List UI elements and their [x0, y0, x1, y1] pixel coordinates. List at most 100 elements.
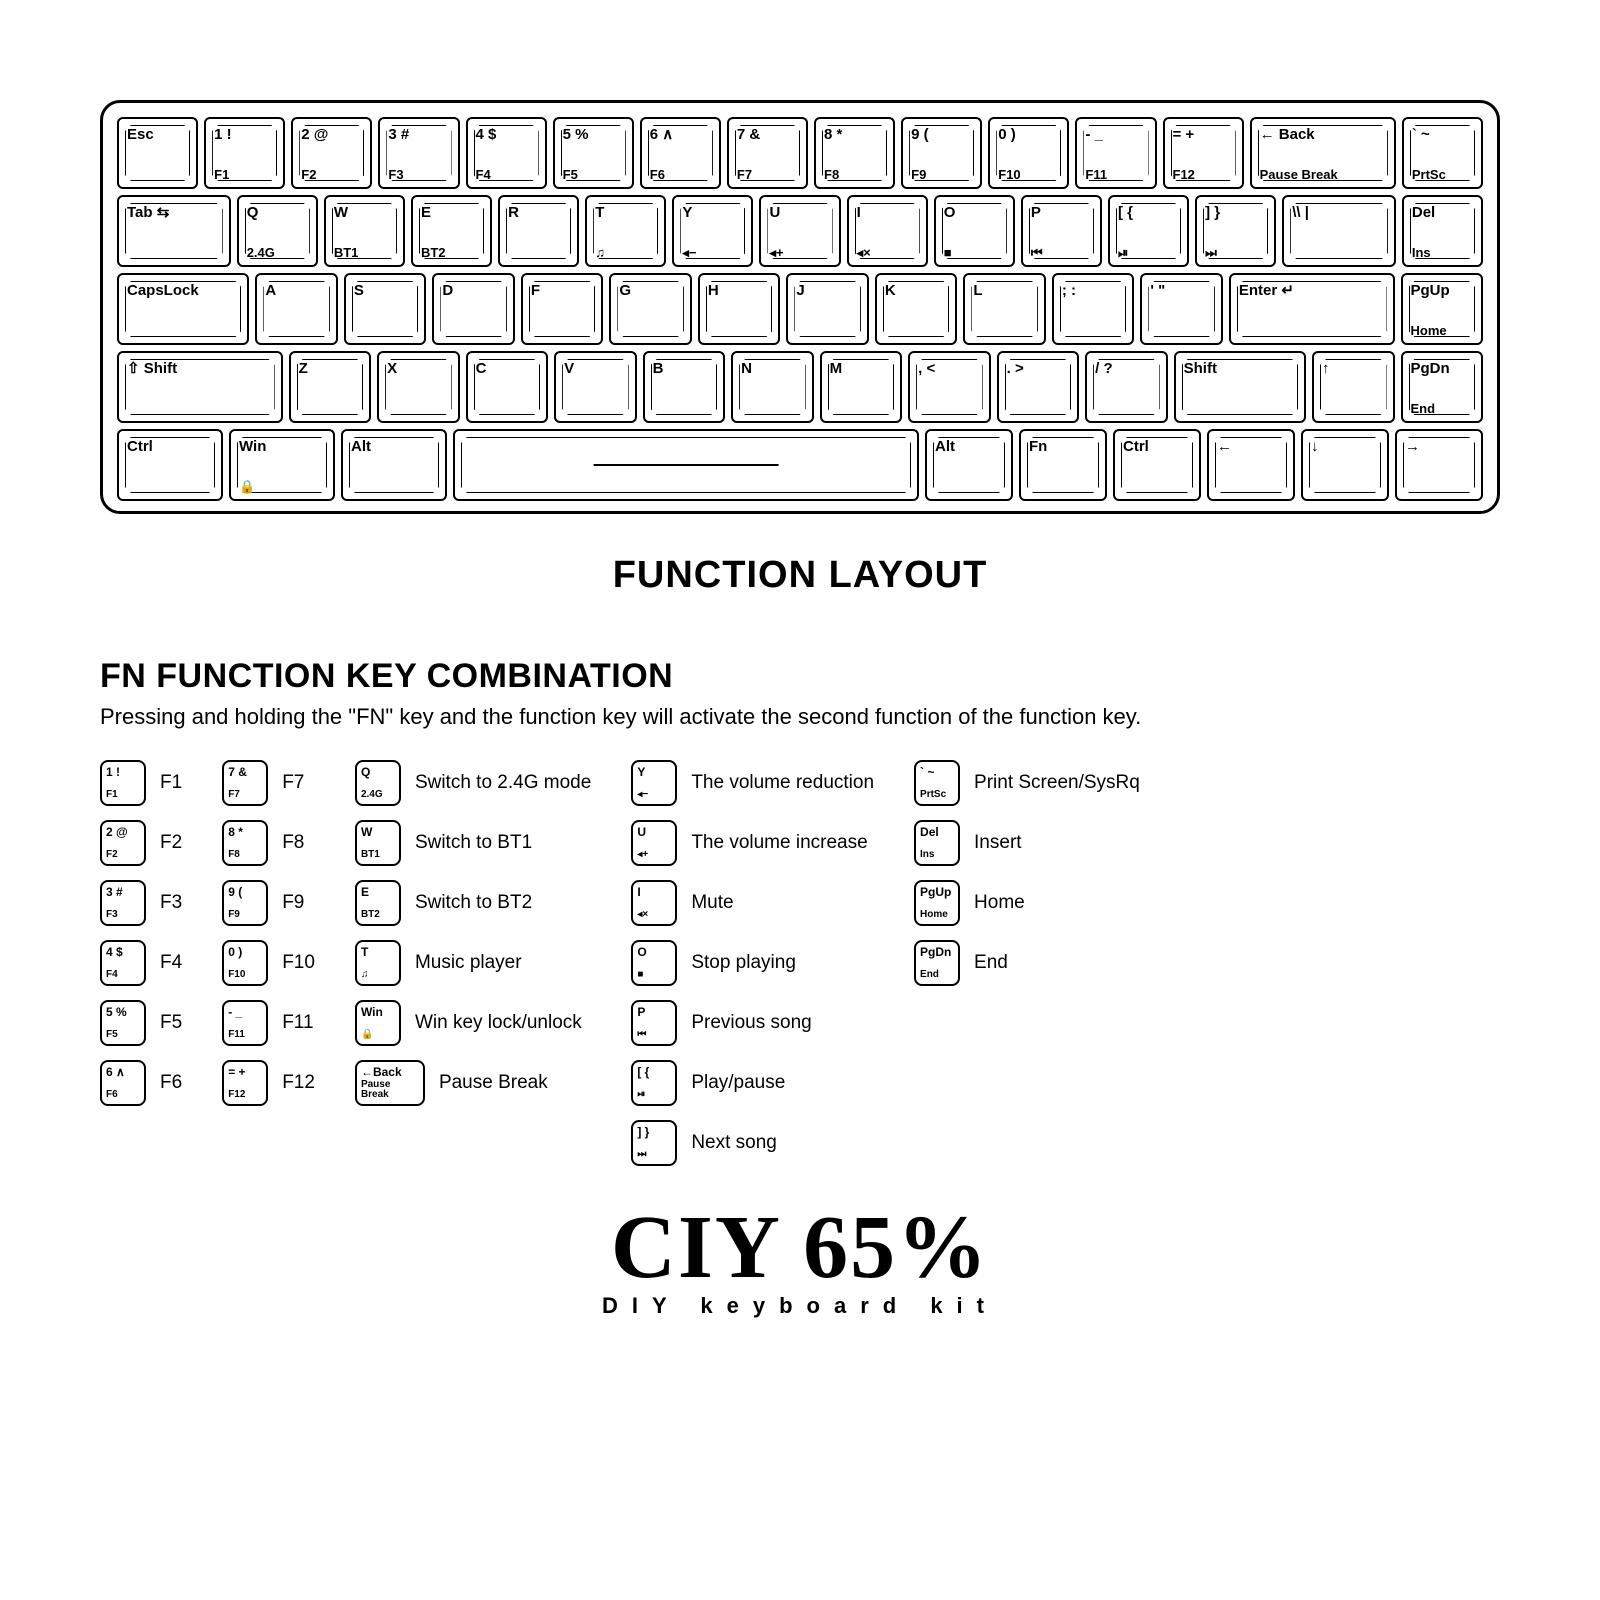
key: WBT1: [324, 195, 405, 267]
key-top-label: [461, 437, 911, 439]
mini-key-top: ` ~: [920, 766, 954, 778]
fn-item: 7 &F7F7: [222, 760, 315, 806]
mini-key-bot: F9: [228, 910, 262, 920]
key-bottom-label: [971, 337, 1038, 339]
key: [453, 429, 919, 501]
key: K: [875, 273, 958, 345]
fn-grid: 1 !F1F12 @F2F23 #F3F34 $F4F45 %F5F56 ∧F6…: [100, 760, 1500, 1166]
fn-label: Music player: [415, 952, 522, 974]
key-bottom-label: 🔒: [237, 480, 327, 495]
fn-label: F8: [282, 832, 304, 854]
mini-key-bot: F10: [228, 970, 262, 980]
key-top-label: F: [529, 281, 596, 298]
key: 5 %F5: [553, 117, 634, 189]
mini-key-top: O: [637, 946, 671, 958]
key: 7 &F7: [727, 117, 808, 189]
mini-key: 2 @F2: [100, 820, 146, 866]
mini-key: Q2.4G: [355, 760, 401, 806]
key-bottom-label: [1005, 415, 1072, 417]
key: F: [521, 273, 604, 345]
key: J: [786, 273, 869, 345]
key-bottom-label: [461, 493, 911, 495]
key: Esc: [117, 117, 198, 189]
fn-column: 1 !F1F12 @F2F23 #F3F34 $F4F45 %F5F56 ∧F6…: [100, 760, 182, 1106]
key: Ctrl: [1113, 429, 1201, 501]
key-bottom-label: [883, 337, 950, 339]
key: ↓: [1301, 429, 1389, 501]
key: 4 $F4: [466, 117, 547, 189]
fn-item: - _F11F11: [222, 1000, 315, 1046]
key-bottom-label: [1237, 337, 1387, 339]
mini-key-bot: F12: [228, 1090, 262, 1100]
fn-item: [ {⏯Play/pause: [631, 1060, 874, 1106]
keyboard-row: Tab ⇆Q2.4GWBT1EBT2RT♫Y◂−U◂+I◂×O■P⏮[ {⏯] …: [117, 195, 1483, 267]
key: \\ |: [1282, 195, 1396, 267]
key-bottom-label: End: [1409, 402, 1476, 417]
key-top-label: Q: [245, 203, 310, 220]
mini-key-top: I: [637, 886, 671, 898]
key: 8 *F8: [814, 117, 895, 189]
mini-key-top: E: [361, 886, 395, 898]
fn-column: Y◂−The volume reductionU◂+The volume inc…: [631, 760, 874, 1166]
key: R: [498, 195, 579, 267]
fn-label: Stop playing: [691, 952, 796, 974]
mini-key: DelIns: [914, 820, 960, 866]
mini-key: 5 %F5: [100, 1000, 146, 1046]
key-bottom-label: [706, 337, 773, 339]
mini-key-bot: End: [920, 970, 954, 980]
mini-key: WBT1: [355, 820, 401, 866]
key-top-label: ← Back: [1258, 125, 1388, 142]
mini-key: ←BackPause Break: [355, 1060, 425, 1106]
mini-key-top: 2 @: [106, 826, 140, 838]
key-bottom-label: [349, 493, 439, 495]
key-bottom-label: F8: [822, 168, 887, 183]
fn-label: Switch to 2.4G mode: [415, 772, 591, 794]
fn-item: PgDnEndEnd: [914, 940, 1140, 986]
key-top-label: 7 &: [735, 125, 800, 142]
fn-item: EBT2Switch to BT2: [355, 880, 591, 926]
key-bottom-label: [440, 337, 507, 339]
mini-key: 6 ∧F6: [100, 1060, 146, 1106]
mini-key-top: U: [637, 826, 671, 838]
key-bottom-label: [125, 415, 275, 417]
key-bottom-label: F6: [648, 168, 713, 183]
key-bottom-label: [1093, 415, 1160, 417]
key-top-label: Enter ↵: [1237, 281, 1387, 298]
brand-block: CIY 65% DIY keyboard kit: [100, 1196, 1500, 1319]
fn-section-title: FN FUNCTION KEY COMBINATION: [100, 657, 1500, 696]
key-top-label: Ctrl: [1121, 437, 1193, 454]
key-bottom-label: [125, 493, 215, 495]
key-top-label: Fn: [1027, 437, 1099, 454]
key-top-label: CapsLock: [125, 281, 241, 298]
key: 6 ∧F6: [640, 117, 721, 189]
mini-key: 3 #F3: [100, 880, 146, 926]
keyboard-row: CtrlWin🔒AltAltFnCtrl←↓→: [117, 429, 1483, 501]
key-top-label: X: [385, 359, 452, 376]
key-bottom-label: F1: [212, 168, 277, 183]
key-top-label: ' ": [1148, 281, 1215, 298]
key-bottom-label: [125, 337, 241, 339]
key-top-label: Ctrl: [125, 437, 215, 454]
fn-label: Next song: [691, 1132, 777, 1154]
mini-key-top: 7 &: [228, 766, 262, 778]
key-top-label: C: [474, 359, 541, 376]
mini-key-top: ] }: [637, 1126, 671, 1138]
key-top-label: V: [562, 359, 629, 376]
mini-key-top: 1 !: [106, 766, 140, 778]
key-bottom-label: ■: [942, 246, 1007, 261]
mini-key: 9 (F9: [222, 880, 268, 926]
mini-key: U◂+: [631, 820, 677, 866]
key-top-label: = +: [1171, 125, 1236, 142]
key: L: [963, 273, 1046, 345]
key-top-label: Tab ⇆: [125, 203, 223, 220]
key-top-label: [ {: [1116, 203, 1181, 220]
key: = +F12: [1163, 117, 1244, 189]
key: A: [255, 273, 338, 345]
key: Z: [289, 351, 372, 423]
key-bottom-label: Pause Break: [1258, 168, 1388, 183]
key-bottom-label: F11: [1083, 168, 1148, 183]
key-bottom-label: [794, 337, 861, 339]
key-bottom-label: F10: [996, 168, 1061, 183]
fn-label: F12: [282, 1072, 315, 1094]
mini-key: Win🔒: [355, 1000, 401, 1046]
